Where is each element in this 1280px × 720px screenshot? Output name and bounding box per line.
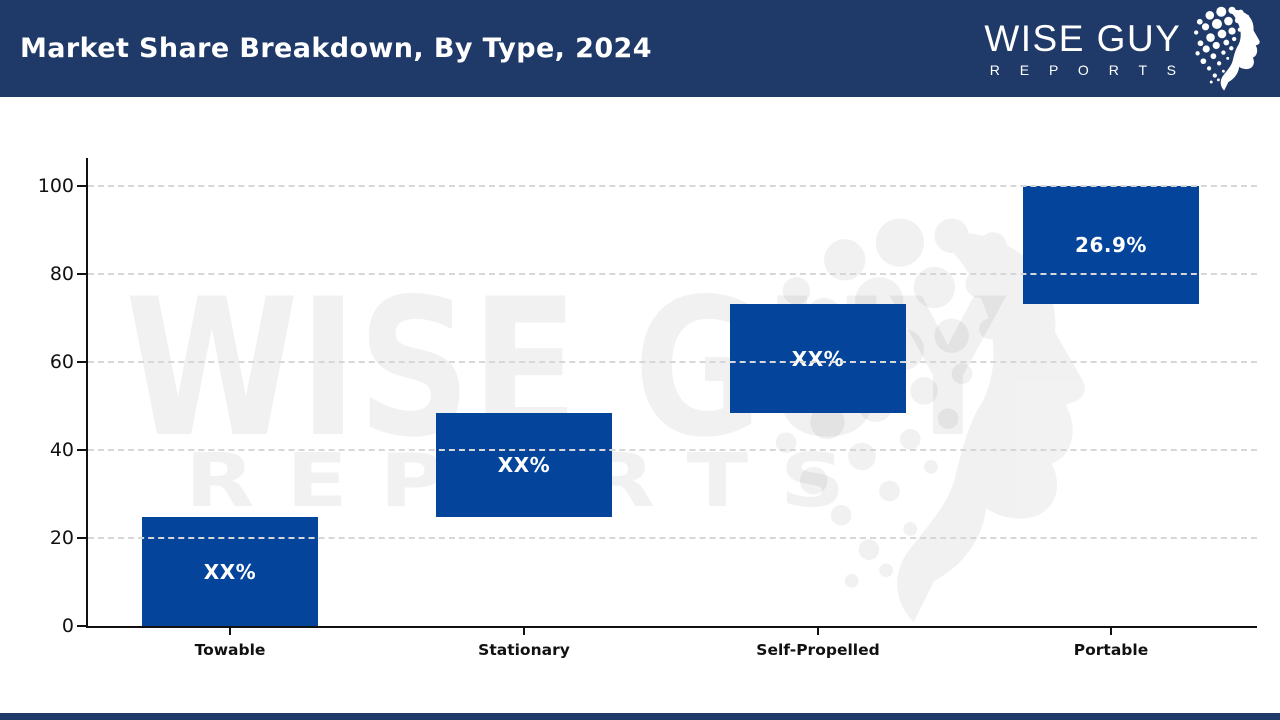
bar: XX% (436, 413, 612, 518)
y-tick-mark (77, 449, 86, 451)
wise-guy-face-icon (1194, 6, 1260, 91)
x-category-label: Self-Propelled (756, 641, 880, 659)
x-category-label: Stationary (478, 641, 570, 659)
x-tick-mark (523, 628, 525, 635)
y-tick-label: 100 (37, 175, 74, 197)
bar: 26.9% (1023, 186, 1199, 305)
gridline (88, 185, 1257, 187)
y-tick-label: 80 (49, 263, 74, 285)
bar: XX% (142, 517, 318, 626)
brand-subtitle: R E P O R T S (989, 61, 1184, 78)
x-axis-line (86, 626, 1257, 628)
brand-logo: WISE GUY R E P O R T S (982, 6, 1264, 92)
x-tick-mark (229, 628, 231, 635)
y-tick-mark (77, 537, 86, 539)
x-category-label: Towable (194, 641, 266, 659)
y-tick-mark (77, 361, 86, 363)
page-title: Market Share Breakdown, By Type, 2024 (20, 33, 652, 64)
gridline (88, 537, 1257, 539)
x-category-label: Portable (1073, 641, 1149, 659)
x-tick-mark (817, 628, 819, 635)
y-tick-label: 60 (49, 351, 74, 373)
gridline (88, 273, 1257, 275)
bar-value-label: 26.9% (1075, 233, 1147, 258)
gridline (88, 449, 1257, 451)
footer-bar (0, 713, 1280, 720)
y-tick-label: 0 (61, 615, 74, 637)
bar-value-label: XX% (791, 346, 845, 371)
brand-logo-text: WISE GUY R E P O R T S (982, 20, 1184, 78)
bar-value-label: XX% (203, 559, 257, 584)
bar: XX% (730, 304, 906, 414)
y-tick-mark (77, 273, 86, 275)
header: Market Share Breakdown, By Type, 2024 WI… (0, 0, 1280, 97)
gridline (88, 361, 1257, 363)
y-tick-mark (77, 625, 86, 627)
y-tick-label: 20 (49, 527, 74, 549)
y-tick-mark (77, 185, 86, 187)
brand-name: WISE GUY (984, 17, 1182, 59)
y-tick-label: 40 (49, 439, 74, 461)
bar-value-label: XX% (497, 453, 551, 478)
x-tick-mark (1110, 628, 1112, 635)
y-axis-line (86, 158, 88, 628)
